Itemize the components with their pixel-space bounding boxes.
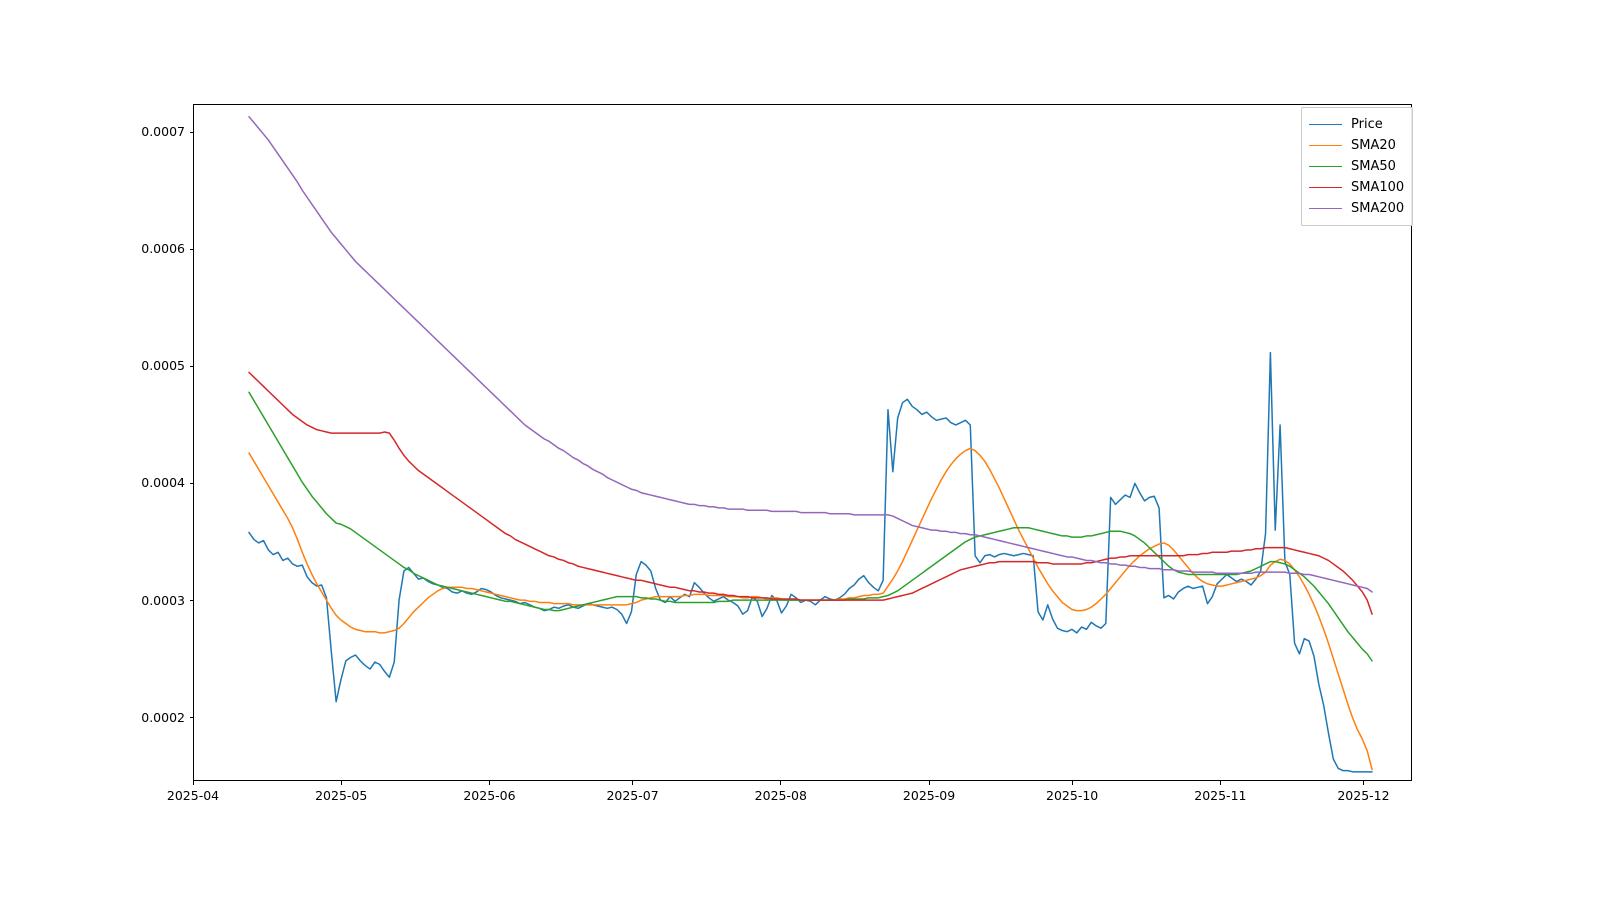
series-group bbox=[249, 117, 1372, 772]
x-tick-label: 2025-12 bbox=[1337, 788, 1390, 803]
legend-label: Price bbox=[1351, 117, 1383, 132]
legend-color-swatch bbox=[1309, 208, 1342, 209]
x-tick-label: 2025-04 bbox=[166, 788, 220, 803]
y-tick-mark bbox=[189, 248, 193, 250]
y-tick-mark bbox=[189, 717, 193, 719]
y-tick-label: 0.0003 bbox=[141, 592, 185, 608]
series-line-sma50 bbox=[249, 392, 1372, 661]
x-tick-mark bbox=[488, 781, 491, 785]
x-tick-label: 2025-06 bbox=[463, 788, 516, 803]
legend-color-swatch bbox=[1309, 187, 1342, 188]
x-tick-mark bbox=[780, 781, 782, 785]
legend-label: SMA20 bbox=[1351, 138, 1396, 153]
x-tick-label: 2025-07 bbox=[606, 788, 659, 803]
y-tick-label: 0.0005 bbox=[141, 358, 185, 374]
series-line-price bbox=[249, 353, 1372, 772]
legend-color-swatch bbox=[1309, 124, 1342, 125]
y-tick-mark bbox=[189, 131, 193, 133]
y-tick-mark bbox=[189, 482, 193, 485]
plot-area bbox=[193, 104, 1412, 781]
y-tick-label: 0.0007 bbox=[141, 124, 185, 140]
legend: Price SMA20 SMA50 SMA100 SMA200 bbox=[1301, 107, 1414, 226]
series-canvas bbox=[194, 105, 1411, 780]
x-tick-label: 2025-05 bbox=[315, 788, 368, 803]
x-tick-mark bbox=[928, 781, 930, 785]
y-tick-label: 0.0006 bbox=[141, 241, 185, 257]
x-tick-label: 2025-10 bbox=[1046, 788, 1099, 803]
legend-label: SMA50 bbox=[1351, 159, 1396, 174]
y-tick-label: 0.0002 bbox=[141, 709, 185, 725]
x-tick-mark bbox=[632, 781, 634, 785]
series-line-sma200 bbox=[249, 117, 1372, 592]
x-tick-label: 2025-08 bbox=[754, 788, 807, 803]
legend-entry-sma100[interactable]: SMA100 bbox=[1309, 177, 1404, 198]
x-tick-mark bbox=[1071, 781, 1073, 785]
legend-entry-price[interactable]: Price bbox=[1309, 114, 1404, 135]
y-tick-label: 0.0004 bbox=[141, 475, 185, 491]
legend-entry-sma20[interactable]: SMA20 bbox=[1309, 135, 1404, 156]
y-tick-mark bbox=[189, 600, 193, 602]
x-tick-mark bbox=[340, 781, 342, 785]
x-tick-mark bbox=[1362, 781, 1365, 785]
legend-entry-sma50[interactable]: SMA50 bbox=[1309, 156, 1404, 177]
x-tick-label: 2025-11 bbox=[1194, 788, 1247, 803]
legend-entry-sma200[interactable]: SMA200 bbox=[1309, 198, 1404, 219]
x-tick-label: 2025-09 bbox=[902, 788, 956, 803]
x-tick-mark bbox=[1219, 781, 1221, 785]
y-tick-mark bbox=[189, 365, 193, 367]
series-line-sma20 bbox=[249, 448, 1372, 769]
legend-color-swatch bbox=[1309, 145, 1342, 146]
legend-color-swatch bbox=[1309, 166, 1342, 167]
series-line-sma100 bbox=[249, 372, 1372, 614]
legend-label: SMA200 bbox=[1351, 201, 1405, 216]
legend-label: SMA100 bbox=[1351, 180, 1405, 195]
x-tick-mark bbox=[192, 781, 194, 785]
